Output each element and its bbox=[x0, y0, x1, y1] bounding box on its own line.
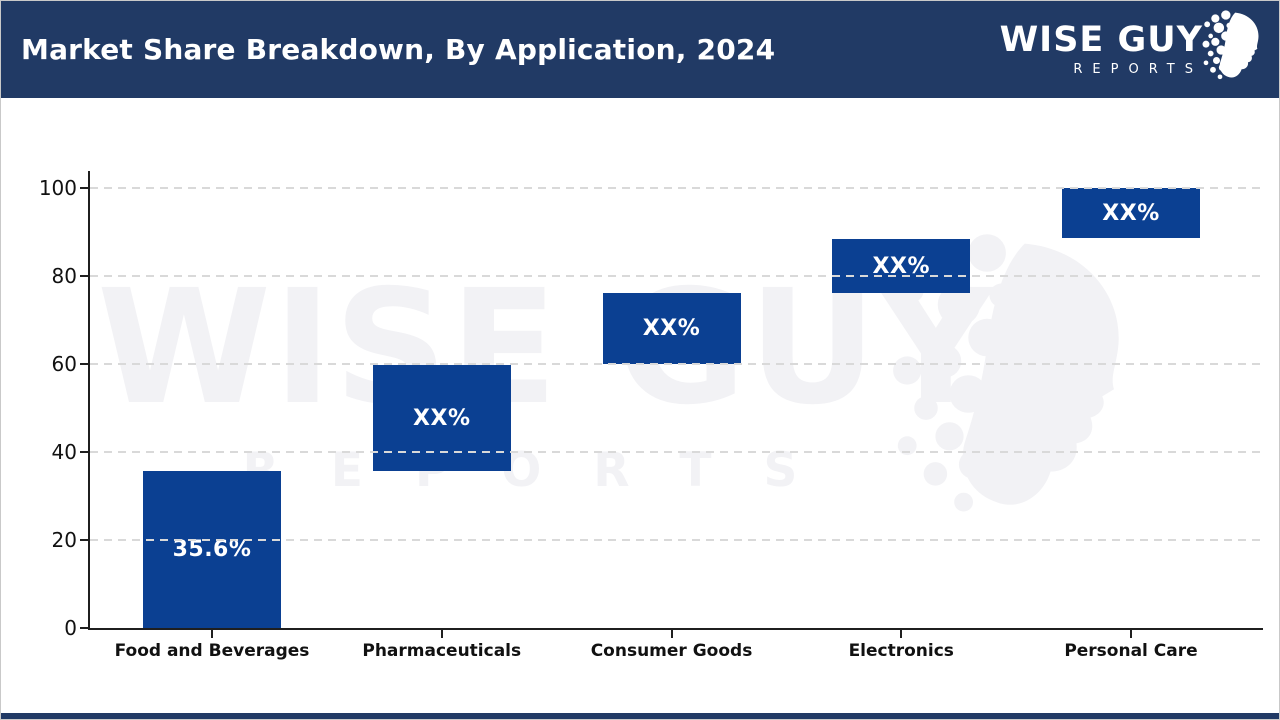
y-tick-label: 40 bbox=[51, 440, 77, 464]
bar: XX% bbox=[832, 239, 971, 294]
x-category-label: Food and Beverages bbox=[114, 641, 310, 661]
dotted-face-profile-icon bbox=[1202, 9, 1259, 79]
y-tick-mark bbox=[80, 275, 88, 277]
x-tick-mark bbox=[211, 630, 213, 638]
logo-wordmark: WISE GUY bbox=[999, 19, 1203, 60]
logo: WISE GUY REPORTS bbox=[1000, 9, 1269, 91]
page-title: Market Share Breakdown, By Application, … bbox=[21, 33, 776, 66]
y-tick-mark bbox=[80, 627, 88, 629]
gridline bbox=[90, 275, 1263, 277]
x-tick-mark bbox=[440, 630, 443, 638]
bar: XX% bbox=[372, 364, 511, 472]
bar-label: XX% bbox=[642, 316, 701, 342]
x-tick-mark bbox=[670, 630, 673, 638]
y-tick-label: 60 bbox=[51, 352, 77, 376]
y-axis-spine bbox=[88, 171, 90, 630]
logo-subtitle: REPORTS bbox=[1073, 61, 1203, 77]
y-tick-label: 80 bbox=[51, 264, 77, 288]
logo-text: WISE GUY REPORTS bbox=[999, 19, 1203, 77]
bar: XX% bbox=[602, 293, 741, 364]
x-axis-spine bbox=[88, 628, 1263, 630]
y-tick-mark bbox=[80, 363, 88, 365]
y-tick-mark bbox=[80, 451, 88, 453]
header-band: Market Share Breakdown, By Application, … bbox=[1, 1, 1279, 98]
y-tick-label: 20 bbox=[51, 528, 77, 552]
x-category-label: Consumer Goods bbox=[590, 641, 753, 661]
x-category-label: Personal Care bbox=[1064, 641, 1198, 661]
x-tick-mark bbox=[900, 630, 903, 638]
y-tick-label: 100 bbox=[38, 176, 77, 200]
gridline bbox=[90, 187, 1263, 189]
bar: 35.6% bbox=[143, 471, 281, 628]
y-tick-mark bbox=[80, 539, 88, 541]
x-tick-mark bbox=[1130, 630, 1132, 638]
bar-label: XX% bbox=[1102, 200, 1160, 226]
x-category-label: Electronics bbox=[848, 641, 954, 661]
gridline bbox=[90, 363, 1263, 365]
bar-label: 35.6% bbox=[172, 537, 252, 563]
gridline bbox=[90, 539, 1263, 541]
gridline bbox=[90, 451, 1263, 453]
watermark: WISE GUY REPORTS bbox=[96, 269, 996, 498]
x-category-label: Pharmaceuticals bbox=[362, 641, 522, 661]
y-tick-label: 0 bbox=[64, 616, 77, 640]
bar-label: XX% bbox=[413, 405, 471, 431]
y-tick-mark bbox=[80, 187, 88, 189]
bar: XX% bbox=[1062, 188, 1200, 239]
footer-bar bbox=[1, 713, 1279, 719]
